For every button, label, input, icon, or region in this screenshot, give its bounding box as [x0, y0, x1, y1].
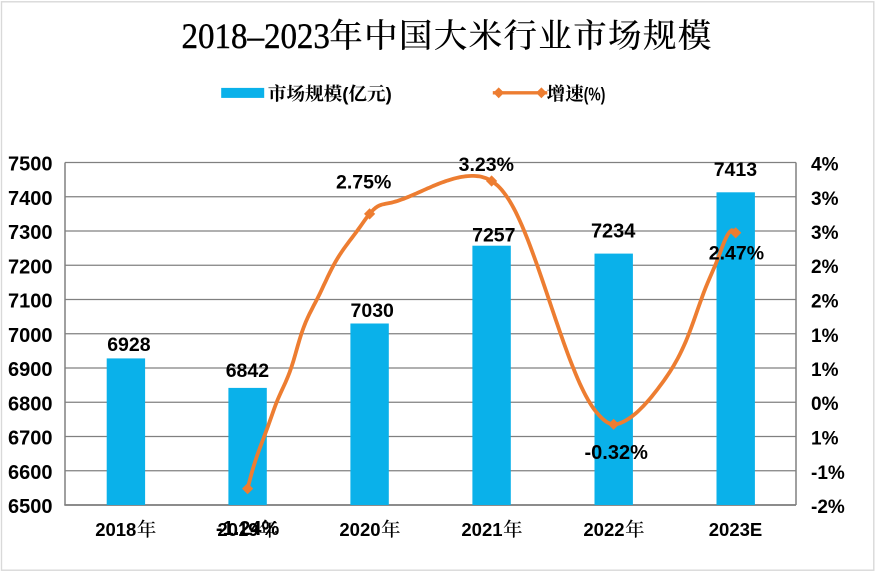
svg-text:6800: 6800 — [8, 393, 53, 415]
svg-text:7234: 7234 — [591, 221, 636, 243]
svg-text:3%: 3% — [811, 189, 839, 210]
svg-text:7257: 7257 — [472, 225, 515, 247]
svg-text:7413: 7413 — [714, 159, 758, 181]
svg-text:-1%: -1% — [811, 463, 845, 484]
svg-text:1%: 1% — [811, 429, 839, 450]
svg-text:2.47%: 2.47% — [709, 242, 764, 264]
svg-text:6900: 6900 — [8, 359, 53, 381]
svg-text:2023E: 2023E — [709, 519, 763, 540]
svg-text:6842: 6842 — [226, 360, 270, 382]
svg-text:2018–2023: 2018–2023 — [182, 16, 330, 57]
svg-text:): ) — [386, 83, 392, 104]
svg-text:2%: 2% — [811, 292, 839, 313]
svg-text:2018: 2018 — [95, 519, 136, 540]
svg-text:1%: 1% — [811, 326, 839, 347]
svg-text:2019: 2019 — [217, 519, 258, 540]
svg-text:(%): (%) — [584, 83, 606, 104]
svg-text:6700: 6700 — [8, 428, 53, 450]
svg-text:7200: 7200 — [8, 256, 53, 278]
svg-text:-0.32%: -0.32% — [585, 442, 649, 464]
svg-text:-1.24%: -1.24% — [216, 518, 280, 540]
svg-text:(: ( — [342, 83, 349, 104]
svg-text:2%: 2% — [811, 257, 839, 278]
svg-text:7030: 7030 — [351, 300, 395, 322]
svg-text:7300: 7300 — [8, 222, 53, 244]
svg-text:2022: 2022 — [583, 519, 624, 540]
svg-text:-2%: -2% — [811, 497, 845, 518]
svg-text:3%: 3% — [811, 223, 839, 244]
svg-text:6500: 6500 — [8, 496, 53, 518]
svg-text:7100: 7100 — [8, 291, 53, 313]
svg-text:6928: 6928 — [107, 334, 151, 356]
svg-text:2.75%: 2.75% — [336, 171, 391, 193]
svg-text:7500: 7500 — [8, 154, 53, 176]
svg-text:7400: 7400 — [8, 188, 53, 210]
svg-text:2020: 2020 — [339, 519, 380, 540]
svg-text:2021: 2021 — [461, 519, 502, 540]
svg-text:7000: 7000 — [8, 325, 53, 347]
svg-text:3.23%: 3.23% — [459, 154, 514, 176]
svg-text:1%: 1% — [811, 360, 839, 381]
svg-text:0%: 0% — [811, 394, 839, 415]
svg-text:6600: 6600 — [8, 462, 53, 484]
svg-text:4%: 4% — [811, 155, 839, 176]
